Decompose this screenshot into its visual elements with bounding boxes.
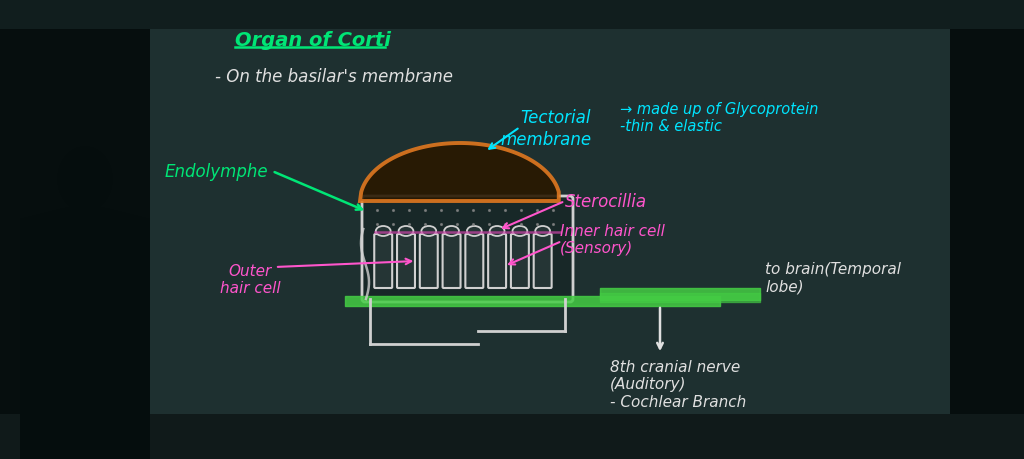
FancyBboxPatch shape [488,235,506,288]
FancyBboxPatch shape [420,235,437,288]
FancyBboxPatch shape [362,196,573,302]
Text: 8th cranial nerve
(Auditory)
- Cochlear Branch: 8th cranial nerve (Auditory) - Cochlear … [610,359,746,409]
FancyBboxPatch shape [397,235,415,288]
Text: Tectorial: Tectorial [520,109,591,127]
Text: - On the basilar's membrane: - On the basilar's membrane [215,68,453,86]
FancyBboxPatch shape [374,235,392,288]
Polygon shape [20,205,150,459]
Ellipse shape [512,226,527,236]
FancyBboxPatch shape [442,235,461,288]
Ellipse shape [421,226,436,236]
Text: Inner hair cell
(Sensory): Inner hair cell (Sensory) [560,224,665,256]
Ellipse shape [467,226,481,236]
Ellipse shape [536,226,550,236]
FancyBboxPatch shape [465,235,483,288]
Ellipse shape [398,226,414,236]
Ellipse shape [376,226,390,236]
Polygon shape [360,144,559,202]
Ellipse shape [489,226,505,236]
Ellipse shape [57,147,113,212]
Bar [0,0,1024,30]
FancyBboxPatch shape [511,235,528,288]
Text: → made up of Glycoprotein
-thin & elastic: → made up of Glycoprotein -thin & elasti… [620,101,818,134]
Text: Sterocillia: Sterocillia [565,193,647,211]
Bar [950,0,1024,459]
Bar [0,414,1024,459]
Text: Organ of Corti: Organ of Corti [234,30,391,50]
Bar [0,0,150,459]
Text: Endolymphe: Endolymphe [165,162,268,180]
Text: Outer
hair cell: Outer hair cell [220,263,281,296]
Text: membrane: membrane [500,131,591,149]
Text: to brain(Temporal
lobe): to brain(Temporal lobe) [765,261,901,294]
Ellipse shape [444,226,459,236]
FancyBboxPatch shape [534,235,552,288]
